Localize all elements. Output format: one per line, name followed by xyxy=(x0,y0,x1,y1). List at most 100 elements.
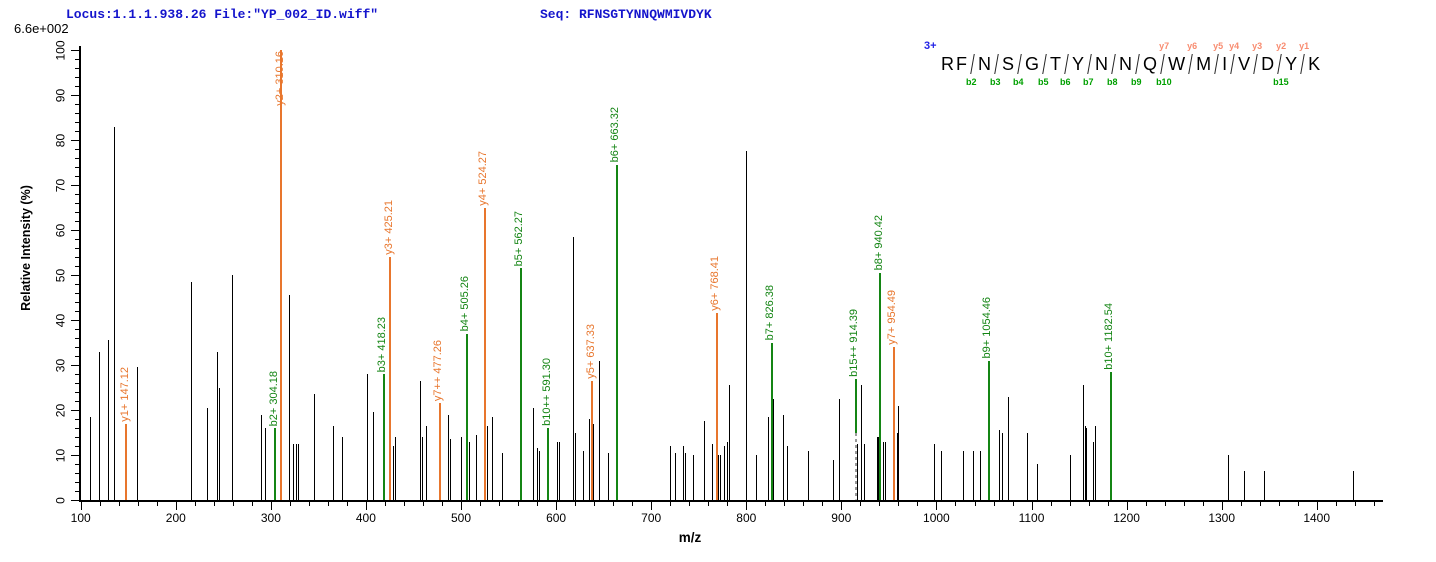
y-ion-peak-label: y7++ 477.26 xyxy=(432,340,445,402)
y-axis-minor-tick xyxy=(75,239,79,240)
spectrum-peak xyxy=(864,443,866,501)
x-axis-minor-tick xyxy=(1335,502,1337,506)
b-ion-sequence-label: b2 xyxy=(966,77,977,87)
spectrum-peak xyxy=(1095,425,1097,501)
x-axis-tick-label: 700 xyxy=(641,511,662,525)
b-ion-peak-label: b15++ 914.39 xyxy=(848,308,860,377)
spectrum-peak xyxy=(1037,464,1039,500)
x-axis-minor-tick xyxy=(404,502,405,506)
spectrum-peak xyxy=(191,281,192,501)
x-axis-minor-tick xyxy=(308,502,310,506)
y-ion-sequence-label: y4 xyxy=(1229,41,1240,51)
x-axis-minor-tick xyxy=(232,502,234,506)
y-axis-minor-tick xyxy=(75,266,79,267)
y-axis-tick-label: 50 xyxy=(53,268,68,282)
spectrum-peak xyxy=(557,441,559,500)
x-axis-minor-tick xyxy=(518,502,520,506)
cleavage-line xyxy=(970,54,975,74)
spectrum-peak xyxy=(885,441,887,500)
x-axis-minor-tick xyxy=(213,502,215,506)
spectrum-peak xyxy=(537,448,539,501)
y-axis-minor-tick xyxy=(75,149,79,150)
b-ion-peak xyxy=(547,428,550,500)
spectrum-peak xyxy=(461,437,462,500)
x-axis-minor-tick xyxy=(594,502,596,506)
residue-letter: V xyxy=(1238,53,1251,74)
b-ion-peak xyxy=(987,360,990,500)
spectrum-peak xyxy=(717,455,719,500)
spectrum-peak xyxy=(425,425,427,501)
cleavage-line xyxy=(1042,54,1047,74)
spectrum-peak xyxy=(468,441,470,500)
spectrum-peak xyxy=(332,425,334,501)
spectrum-peak xyxy=(878,437,880,500)
spectrum-peak xyxy=(703,421,705,501)
y-ion-peak xyxy=(125,423,127,500)
spectrum-peak xyxy=(712,443,713,501)
x-axis-minor-tick xyxy=(1259,502,1261,506)
y-axis-minor-tick xyxy=(75,347,79,348)
sequence-header: Seq: RFNSGTYNNQWMIVDYK xyxy=(540,7,712,22)
x-axis-tick-label: 600 xyxy=(546,511,567,525)
spectrum-peak xyxy=(476,434,478,501)
spectrum-peak xyxy=(342,437,344,500)
b-ion-peak-label: b6+ 663.32 xyxy=(609,107,622,163)
spectrum-peak xyxy=(608,452,610,501)
x-axis-tick-label: 900 xyxy=(831,511,852,525)
cleavage-line xyxy=(1087,54,1092,74)
y-axis-minor-tick xyxy=(75,491,79,492)
cleavage-site-marker: b5 xyxy=(1038,53,1049,87)
x-axis-line xyxy=(79,500,1383,502)
b-ion-peak xyxy=(770,342,773,500)
y-axis-major-tick xyxy=(71,410,79,411)
spectrum-peak xyxy=(933,443,935,501)
residue-letter: N xyxy=(978,53,991,74)
spectrum-peak xyxy=(787,446,789,500)
cleavage-line xyxy=(1214,54,1219,74)
x-axis-tick-label: 400 xyxy=(355,511,376,525)
cleavage-site-marker: b4 xyxy=(1013,53,1024,87)
y-axis-minor-tick xyxy=(75,176,79,177)
b-ion-sequence-label: b5 xyxy=(1038,77,1049,87)
x-axis-tick-label: 200 xyxy=(165,511,186,525)
x-axis-minor-tick xyxy=(346,502,348,506)
y-axis-line xyxy=(79,46,81,502)
b-ion-peak xyxy=(879,272,882,501)
y-ion-peak xyxy=(438,403,441,501)
x-axis-tick-label: 1000 xyxy=(923,511,950,525)
y-ion-sequence-label: y2 xyxy=(1276,41,1287,51)
cleavage-site-marker: b9 xyxy=(1131,53,1142,87)
spectrum-peak xyxy=(136,367,138,501)
spectrum-peak xyxy=(449,439,451,501)
residue-letter: D xyxy=(1261,53,1275,74)
cleavage-site-marker: b8 xyxy=(1107,53,1118,87)
x-axis-minor-tick xyxy=(993,502,995,506)
x-axis-minor-tick xyxy=(1278,502,1280,506)
b-ion-peak xyxy=(519,268,522,501)
x-axis-minor-tick xyxy=(1050,502,1052,506)
b-ion-sequence-label: b6 xyxy=(1060,77,1071,87)
y-ion-peak-label: y1+ 147.12 xyxy=(118,366,131,422)
b-ion-sequence-label: b4 xyxy=(1013,77,1024,87)
cleavage-line xyxy=(1300,54,1305,74)
spectrum-peak xyxy=(559,441,560,500)
spectrum-peak xyxy=(861,385,863,501)
spectrum-peak xyxy=(288,295,290,501)
residue-letter: Q xyxy=(1143,53,1158,74)
spectrum-peak xyxy=(420,380,422,501)
spectrum-peak xyxy=(1026,432,1028,500)
y-axis-minor-tick xyxy=(75,194,79,195)
cleavage-line xyxy=(1160,54,1165,74)
spectrum-peak xyxy=(963,450,964,500)
residue-letter: Y xyxy=(1072,53,1085,74)
y-axis-minor-tick xyxy=(75,473,79,474)
spectrum-peak xyxy=(684,452,686,501)
y-axis-title: Relative Intensity (%) xyxy=(19,185,33,311)
y-axis-minor-tick xyxy=(75,59,79,60)
y-axis-minor-tick xyxy=(75,428,79,429)
x-axis-minor-tick xyxy=(1373,502,1375,506)
b-ion-sequence-label: b8 xyxy=(1107,77,1118,87)
spectrum-peak xyxy=(422,437,423,500)
spectrum-peak xyxy=(533,407,535,501)
